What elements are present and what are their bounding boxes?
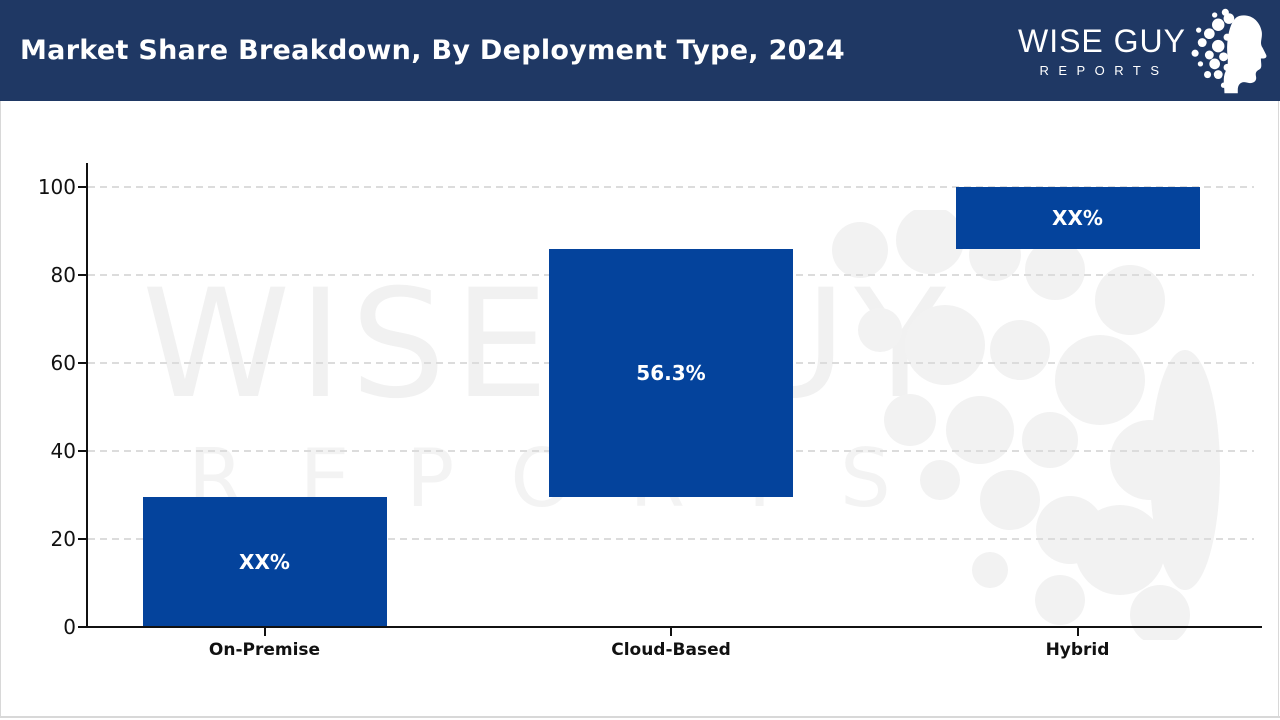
y-axis-label-20: 20 (50, 526, 76, 551)
y-axis-label-0: 0 (63, 615, 76, 639)
y-axis-spine (86, 163, 88, 628)
header-bar: Market Share Breakdown, By Deployment Ty… (0, 0, 1280, 101)
gridline-20 (88, 537, 1254, 540)
x-axis-spine (86, 626, 1262, 628)
logo-wordmark-sub: REPORTS (1039, 63, 1169, 78)
y-tick-20 (78, 537, 86, 540)
y-axis-label-100: 100 (37, 174, 76, 199)
bar-value-label: XX% (1052, 205, 1103, 230)
x-axis-label-1: Cloud-Based (611, 640, 731, 660)
y-tick-0 (78, 626, 86, 628)
page-title: Market Share Breakdown, By Deployment Ty… (20, 35, 845, 66)
wiseguy-logo: WISE GUY REPORTS (1018, 0, 1268, 101)
y-axis-label-60: 60 (50, 350, 76, 375)
y-axis-label-40: 40 (50, 438, 76, 463)
y-tick-80 (78, 273, 86, 276)
bar-value-label: XX% (239, 550, 290, 575)
bar-hybrid: XX% (955, 186, 1200, 250)
y-axis-label-80: 80 (50, 262, 76, 287)
logo-wordmark: WISE GUY REPORTS (1018, 23, 1186, 78)
bar-on-premise: XX% (142, 497, 387, 627)
bar-cloud-based: 56.3% (549, 249, 793, 498)
bar-value-label: 56.3% (636, 361, 706, 386)
frame-bottom-border (0, 716, 1280, 718)
x-tick-0 (263, 628, 266, 636)
y-tick-60 (78, 361, 86, 364)
frame-right-border (1278, 101, 1279, 717)
x-axis-label-0: On-Premise (208, 640, 321, 660)
y-tick-40 (78, 449, 86, 452)
logo-wordmark-main: WISE GUY (1017, 23, 1186, 59)
y-tick-100 (78, 185, 86, 188)
face-dots-icon (1191, 8, 1267, 93)
x-tick-2 (1076, 628, 1079, 636)
x-tick-1 (670, 628, 672, 636)
gridline-100 (88, 185, 1254, 188)
frame-left-border (0, 101, 1, 717)
x-axis-label-2: Hybrid (1045, 640, 1110, 660)
